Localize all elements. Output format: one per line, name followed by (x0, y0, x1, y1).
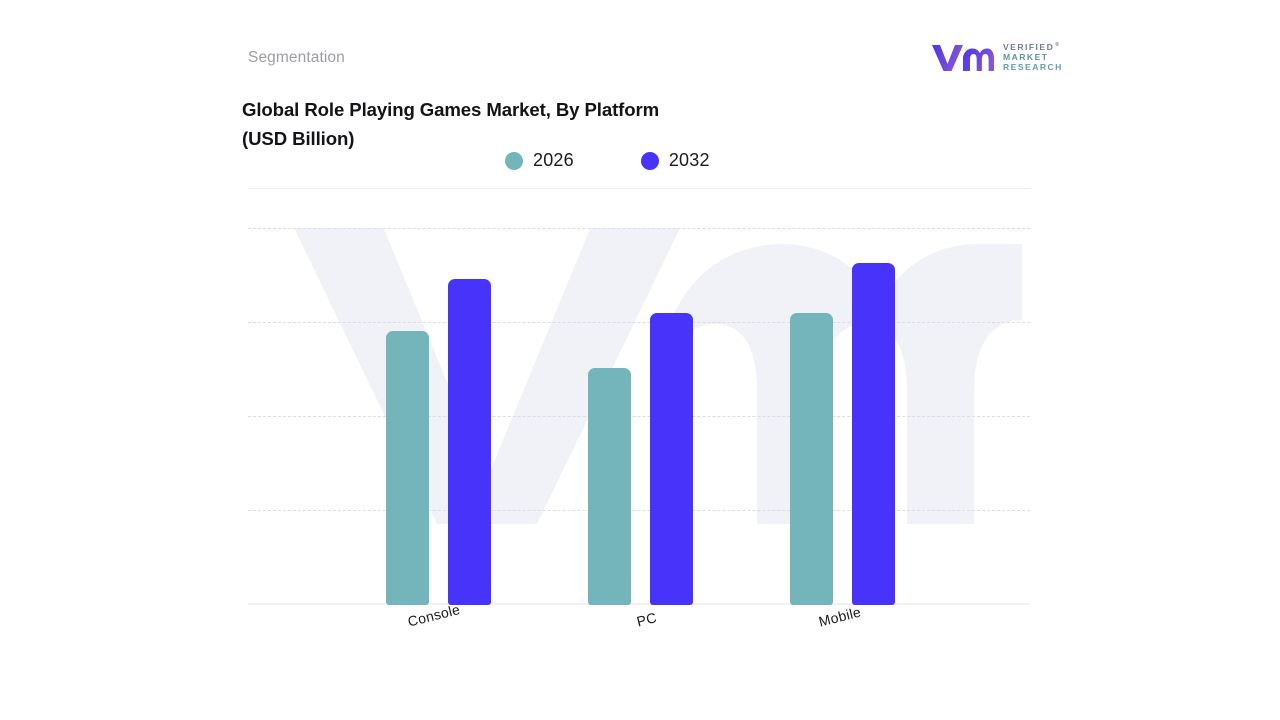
chart-title-line-1: Global Role Playing Games Market, By Pla… (242, 99, 660, 120)
bars-layer (248, 228, 1030, 605)
bar-mobile-2032[interactable] (852, 263, 895, 605)
legend-swatch-icon-2032 (640, 151, 659, 170)
plot-area (248, 228, 1030, 605)
vmr-logo: VERIFIED® MARKET RESEARCH (930, 42, 1063, 72)
gridline-1 (248, 510, 1030, 511)
registered-icon: ® (1055, 41, 1061, 48)
legend-item-2032[interactable]: 2032 (640, 150, 710, 171)
chart-title-line-2: (USD Billion) (242, 127, 355, 149)
legend-label-2026: 2026 (533, 150, 574, 170)
bar-group-console (386, 228, 491, 605)
legend-item-2026[interactable]: 2026 (505, 150, 574, 171)
gridline-4 (248, 228, 1030, 229)
header-divider (248, 188, 1030, 189)
bar-pc-2032[interactable] (650, 313, 693, 605)
vmr-monogram-icon (930, 42, 994, 72)
chart-legend: 2026 2032 (505, 150, 710, 171)
x-axis-label-console: Console (406, 601, 462, 630)
logo-line-verified: VERIFIED® (1003, 41, 1061, 52)
bar-pc-2026[interactable] (588, 368, 631, 605)
gridline-3 (248, 322, 1030, 323)
bar-group-pc (588, 228, 693, 605)
x-axis-label-mobile: Mobile (817, 603, 863, 630)
x-axis-label-pc: PC (635, 609, 659, 630)
bar-console-2032[interactable] (448, 279, 491, 605)
vmr-logo-text: VERIFIED® MARKET RESEARCH (1003, 41, 1063, 72)
logo-line-market: MARKET (1003, 51, 1049, 62)
x-axis-baseline (248, 603, 1030, 605)
bar-console-2026[interactable] (386, 331, 429, 605)
page-title: Global Role Playing Games Market, By Pla… (242, 96, 882, 154)
bar-mobile-2026[interactable] (790, 313, 833, 605)
legend-swatch-icon-2026 (505, 151, 523, 170)
bar-group-mobile (790, 228, 895, 605)
gridline-2 (248, 416, 1030, 417)
x-axis-labels: Console PC Mobile (248, 601, 1030, 674)
segmentation-kicker: Segmentation (248, 49, 345, 66)
legend-label-2032: 2032 (668, 150, 710, 170)
logo-line-research: RESEARCH (1003, 61, 1063, 72)
